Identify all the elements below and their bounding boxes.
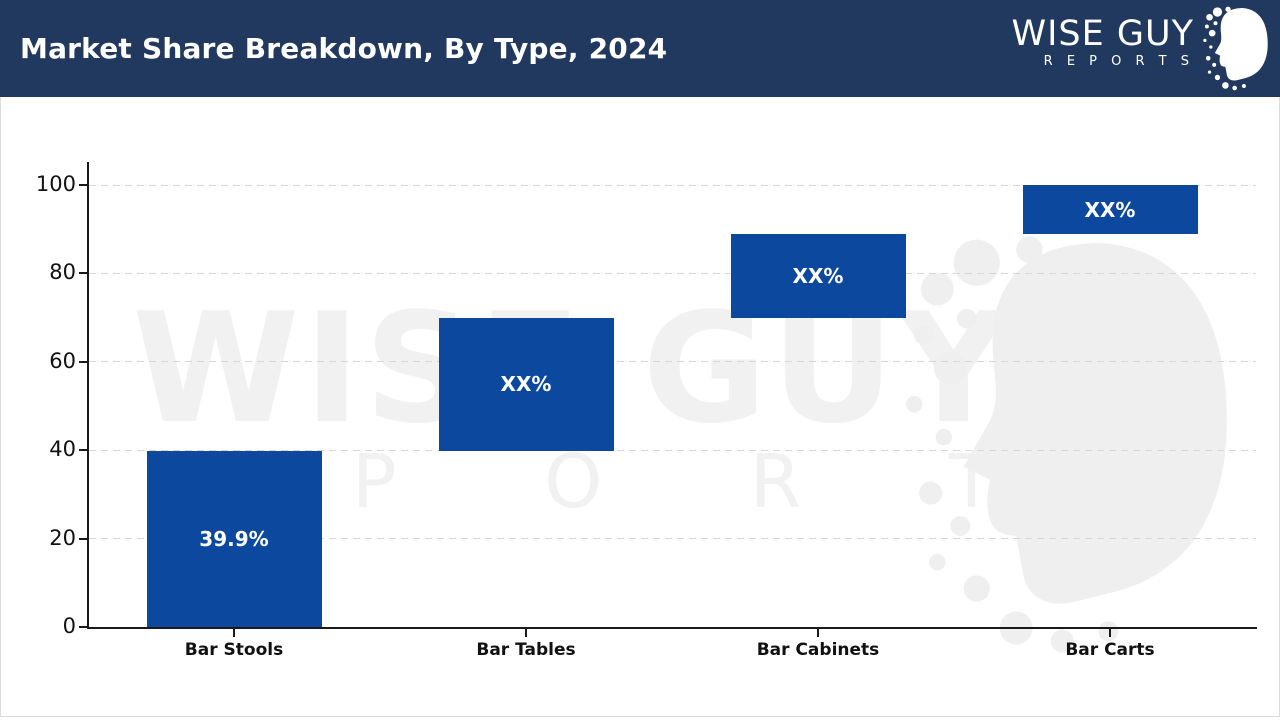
y-axis-tick-label: 40: [49, 437, 76, 462]
y-axis-tick: [79, 449, 87, 452]
page-title: Market Share Breakdown, By Type, 2024: [20, 32, 668, 65]
x-axis-line: [87, 627, 1257, 629]
gridline: [89, 538, 1256, 540]
category-label: Bar Tables: [476, 640, 576, 660]
bar-segment: XX%: [1022, 185, 1198, 235]
gridline: [89, 184, 1256, 186]
y-axis-tick-label: 100: [35, 172, 76, 196]
wiseguy-logo: WISE GUY R E P O R T S: [1011, 14, 1194, 70]
logo-subtitle: R E P O R T S: [1043, 54, 1194, 69]
y-axis-tick: [79, 626, 87, 628]
y-axis-tick: [79, 184, 87, 186]
frame-border-left: [0, 97, 1, 717]
bar-value-label: XX%: [1084, 197, 1136, 222]
gridline: [89, 449, 1256, 451]
y-axis-tick-label: 60: [49, 348, 76, 373]
y-axis-tick-label: 20: [49, 525, 76, 550]
bar-segment: XX%: [730, 234, 906, 319]
logo-wordmark: WISE GUY: [1011, 14, 1194, 54]
y-axis-tick-label: 80: [49, 260, 76, 285]
category-label: Bar Cabinets: [756, 640, 880, 660]
y-axis-tick: [79, 537, 87, 540]
bar-value-label: XX%: [500, 372, 552, 397]
x-axis-tick: [817, 629, 819, 637]
x-axis-tick: [233, 629, 235, 637]
gridline: [89, 272, 1256, 274]
y-axis-tick: [79, 360, 87, 363]
bar-segment: XX%: [438, 318, 614, 451]
bar-value-label: XX%: [792, 264, 844, 289]
gridline: [89, 361, 1256, 363]
x-axis-tick: [1109, 629, 1111, 637]
frame-border-bottom: [0, 716, 1280, 717]
category-label: Bar Carts: [1065, 640, 1155, 660]
y-axis-tick-label: 0: [62, 614, 76, 638]
bar-value-label: 39.9%: [199, 526, 269, 551]
bar-segment: 39.9%: [146, 450, 322, 627]
y-axis-line: [87, 162, 89, 628]
y-axis-tick: [79, 272, 87, 275]
x-axis-tick: [525, 629, 527, 637]
category-label: Bar Stools: [184, 640, 284, 660]
header-bar: Market Share Breakdown, By Type, 2024 WI…: [0, 0, 1280, 97]
